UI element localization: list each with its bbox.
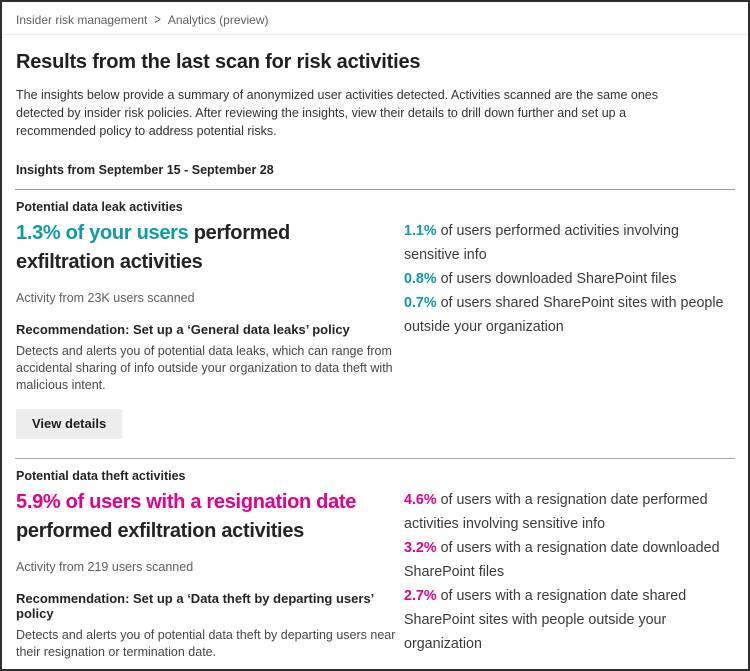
divider <box>15 458 735 459</box>
insights-date-range: Insights from September 15 - September 2… <box>16 163 274 177</box>
stat-percentage: 1.1% <box>404 223 437 239</box>
stat-text: of users with a resignation date shared … <box>404 588 687 652</box>
divider <box>15 189 735 190</box>
stat-item: 4.6% of users with a resignation date pe… <box>404 488 734 536</box>
recommendation-title: Recommendation: Set up a ‘Data theft by … <box>16 591 374 621</box>
recommendation-title: Recommendation: Set up a ‘General data l… <box>16 322 350 337</box>
stat-item: 0.8% of users downloaded SharePoint file… <box>404 267 734 291</box>
chevron-right-icon: > <box>154 12 161 28</box>
stat-text: of users shared SharePoint sites with pe… <box>404 295 724 335</box>
stat-item: 3.2% of users with a resignation date do… <box>404 536 734 584</box>
insight-headline: 1.3% of your users performed exfiltratio… <box>16 219 390 277</box>
activity-scanned-text: Activity from 219 users scanned <box>16 560 194 574</box>
stats-list: 4.6% of users with a resignation date pe… <box>390 488 734 669</box>
stat-text: of users with a resignation date downloa… <box>404 540 720 580</box>
page-intro: The insights below provide a summary of … <box>16 88 658 138</box>
stat-item: 1.1% of users performed activities invol… <box>404 219 734 267</box>
insight-headline: 5.9% of users with a resignation date pe… <box>16 488 390 546</box>
breadcrumb-item-insider-risk-management[interactable]: Insider risk management <box>16 13 148 27</box>
stat-text: of users performed activities involving … <box>404 223 679 263</box>
view-details-button[interactable]: View details <box>16 409 123 439</box>
section-potential-data-theft: Potential data theft activities 5.9% of … <box>2 469 748 669</box>
header-divider <box>2 34 748 35</box>
headline-highlight: 5.9% of users with a resignation date <box>16 491 357 513</box>
page-title: Results from the last scan for risk acti… <box>16 51 421 73</box>
section-label: Potential data theft activities <box>16 469 186 483</box>
stat-percentage: 4.6% <box>404 492 437 508</box>
stat-percentage: 3.2% <box>404 540 437 556</box>
section-label: Potential data leak activities <box>16 200 183 214</box>
headline-rest: performed exfiltration activities <box>16 222 290 273</box>
breadcrumb-item-analytics-preview: Analytics (preview) <box>167 13 269 27</box>
stat-item: 0.7% of users shared SharePoint sites wi… <box>404 291 734 339</box>
breadcrumb: Insider risk management > Analytics (pre… <box>2 2 748 28</box>
stats-list: 1.1% of users performed activities invol… <box>390 219 734 439</box>
stat-text: of users downloaded SharePoint files <box>436 271 677 287</box>
activity-scanned-text: Activity from 23K users scanned <box>16 291 195 305</box>
section-potential-data-leak: Potential data leak activities 1.3% of y… <box>2 200 748 439</box>
stat-text: of users with a resignation date perform… <box>404 492 708 532</box>
headline-highlight: 1.3% of your users <box>16 222 189 244</box>
stat-percentage: 0.7% <box>404 295 437 311</box>
recommendation-description: Detects and alerts you of potential data… <box>16 628 396 659</box>
headline-rest: performed exfiltration activities <box>16 520 304 542</box>
stat-item: 2.7% of users with a resignation date sh… <box>404 584 734 656</box>
stat-percentage: 2.7% <box>404 588 437 604</box>
stat-percentage: 0.8% <box>404 271 437 287</box>
recommendation-description: Detects and alerts you of potential data… <box>16 344 393 392</box>
